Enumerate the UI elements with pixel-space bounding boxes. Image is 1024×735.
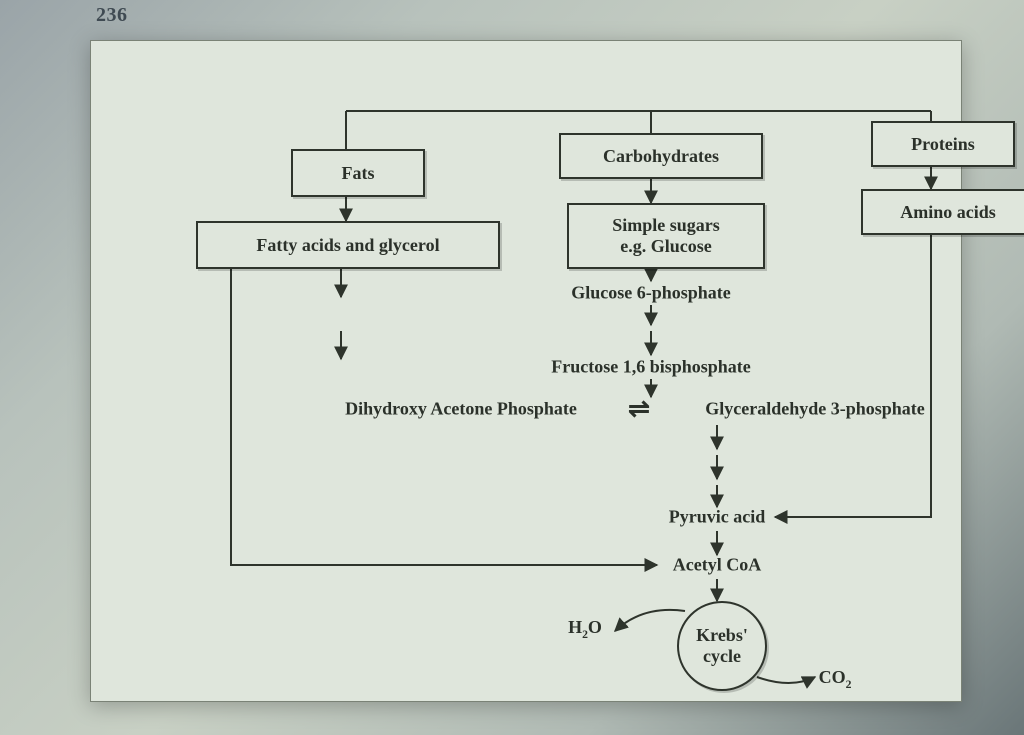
node-carbs: Carbohydrates bbox=[559, 133, 763, 179]
node-fats: Fats bbox=[291, 149, 425, 197]
label-gap: Glyceraldehyde 3-phosphate bbox=[705, 399, 925, 420]
edge bbox=[757, 677, 815, 683]
node-proteins: Proteins bbox=[871, 121, 1015, 167]
label-g6p: Glucose 6-phosphate bbox=[571, 283, 731, 304]
label-h2o: H2O bbox=[568, 617, 602, 641]
label-dhap: Dihydroxy Acetone Phosphate bbox=[345, 399, 577, 420]
label-equil: ⇌ bbox=[628, 394, 650, 424]
page-number: 236 bbox=[96, 4, 128, 27]
label-pyruvic: Pyruvic acid bbox=[669, 507, 766, 528]
label-co2: CO2 bbox=[819, 667, 852, 691]
node-simple: Simple sugarse.g. Glucose bbox=[567, 203, 765, 269]
diagram-stage: FatsCarbohydratesProteinsFatty acids and… bbox=[91, 41, 961, 701]
edge bbox=[775, 223, 931, 517]
label-f16bp: Fructose 1,6 bisphosphate bbox=[551, 357, 751, 378]
node-krebs: Krebs'cycle bbox=[677, 601, 767, 691]
label-acetyl: Acetyl CoA bbox=[673, 555, 761, 576]
edge bbox=[615, 610, 685, 631]
diagram-paper: FatsCarbohydratesProteinsFatty acids and… bbox=[90, 40, 962, 702]
node-fatty: Fatty acids and glycerol bbox=[196, 221, 500, 269]
node-amino: Amino acids bbox=[861, 189, 1024, 235]
connector-layer bbox=[91, 41, 961, 701]
